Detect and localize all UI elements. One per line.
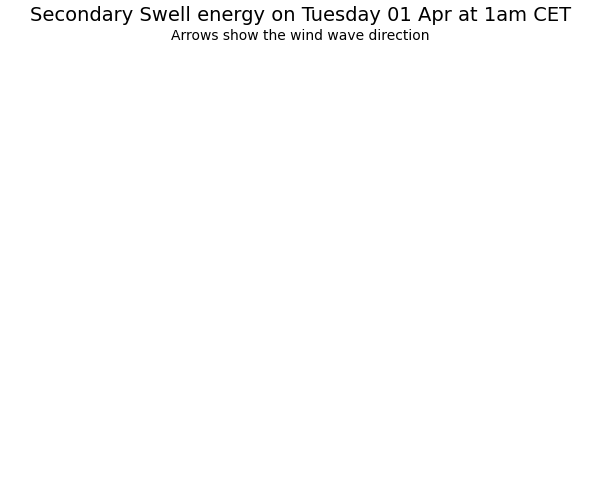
Text: Secondary Swell energy on Tuesday 01 Apr at 1am CET: Secondary Swell energy on Tuesday 01 Apr… [30,7,571,25]
Text: Arrows show the wind wave direction: Arrows show the wind wave direction [171,29,430,43]
